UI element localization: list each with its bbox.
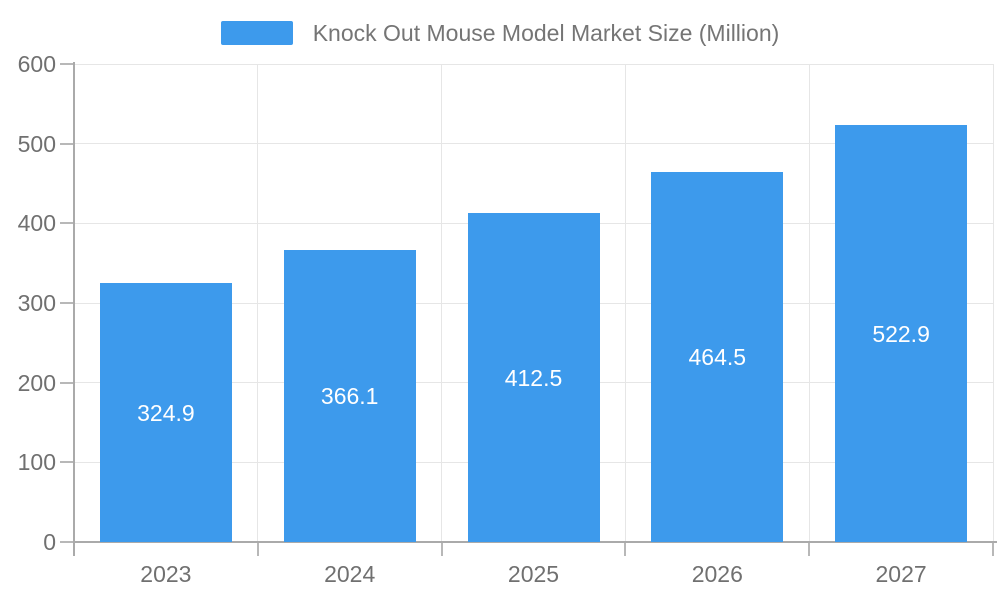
x-axis-tick [992,542,994,556]
y-axis-tick [60,381,74,384]
x-axis-tick [256,542,259,556]
y-axis-label: 200 [17,369,56,396]
y-axis-label: 500 [17,130,56,157]
bar-2026[interactable]: 464.5 [651,171,784,542]
y-axis-tick [60,142,74,145]
gridline-horizontal [74,143,993,145]
y-axis-label: 600 [17,51,56,77]
bar-2027[interactable]: 522.9 [835,125,968,542]
bar-2024[interactable]: 366.1 [283,250,416,542]
legend-label: Knock Out Mouse Model Market Size (Milli… [312,19,780,46]
gridline-vertical [441,64,443,542]
y-axis-tick [60,541,74,543]
y-axis-tick [60,63,74,65]
legend-swatch [220,21,293,45]
bar-value-label: 324.9 [137,399,195,426]
y-axis-tick [60,302,74,304]
gridline-vertical [624,64,626,542]
y-axis-label: 100 [17,449,56,476]
bar-value-label: 464.5 [688,343,747,370]
bar-value-label: 522.9 [872,320,930,347]
x-axis-line [74,541,997,543]
bar-value-label: 412.5 [504,364,563,391]
gridline-vertical [992,64,994,542]
y-axis-tick [60,461,74,464]
bar-2025[interactable]: 412.5 [467,213,600,542]
legend-item[interactable]: Knock Out Mouse Model Market Size (Milli… [0,16,1000,50]
x-axis-label-2025: 2025 [507,561,560,587]
y-axis-label: 400 [17,210,56,237]
y-axis-line [73,62,75,556]
y-axis-label: 300 [17,290,56,316]
gridline-vertical [257,64,259,542]
x-axis-tick [440,542,443,556]
y-axis-tick [60,222,74,225]
y-axis-label: 0 [43,529,56,555]
x-axis-label-2026: 2026 [691,561,743,587]
x-axis-label-2023: 2023 [140,561,192,587]
bar-2023[interactable]: 324.9 [99,283,232,542]
x-axis-tick [624,542,627,556]
x-axis-label-2024: 2024 [324,561,376,587]
bar-value-label: 366.1 [320,383,379,410]
x-axis-label-2027: 2027 [875,561,927,587]
x-axis-tick [808,542,811,556]
gridline-vertical [808,64,810,542]
gridline-horizontal [74,63,993,65]
